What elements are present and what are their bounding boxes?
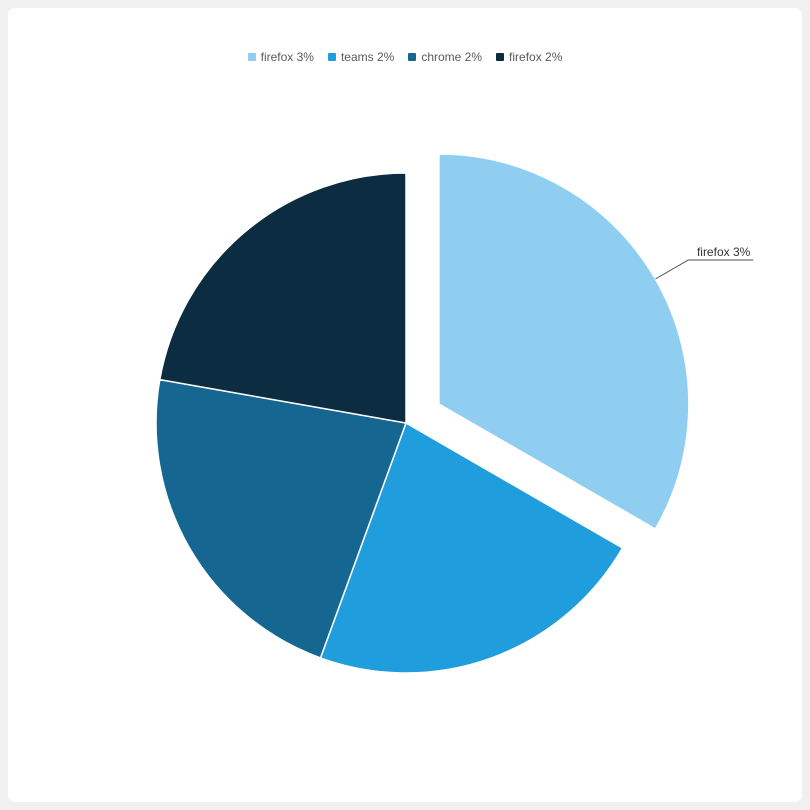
legend-marker-icon: [408, 53, 417, 61]
chart-card: firefox 3% teams 2% chrome 2% firefox 2% fi…: [8, 8, 802, 802]
pie-chart: firefox 3%: [155, 153, 754, 674]
legend-item-teams-1[interactable]: teams 2%: [327, 50, 395, 64]
legend-item-label: teams 2%: [340, 50, 395, 64]
legend-item-firefox-3[interactable]: firefox 2%: [496, 50, 562, 64]
legend-item-label: firefox 2%: [509, 50, 563, 64]
callout-leader-line: [655, 259, 754, 280]
slice-callout-label: firefox 3%: [697, 245, 751, 259]
legend-item-label: chrome 2%: [421, 50, 483, 64]
legend-marker-icon: [247, 53, 256, 61]
legend-item-chrome-2[interactable]: chrome 2%: [408, 50, 482, 64]
chart-legend: firefox 3% teams 2% chrome 2% firefox 2%: [8, 50, 802, 64]
legend-item-firefox-0[interactable]: firefox 3%: [247, 50, 314, 64]
pie-slice-teams-1[interactable]: [319, 422, 624, 674]
legend-item-label: firefox 3%: [260, 50, 314, 64]
pie-slice-firefox-3[interactable]: [159, 172, 407, 424]
legend-marker-icon: [327, 53, 336, 61]
legend-marker-icon: [496, 53, 505, 61]
pie-slice-chrome-2[interactable]: [155, 378, 407, 659]
